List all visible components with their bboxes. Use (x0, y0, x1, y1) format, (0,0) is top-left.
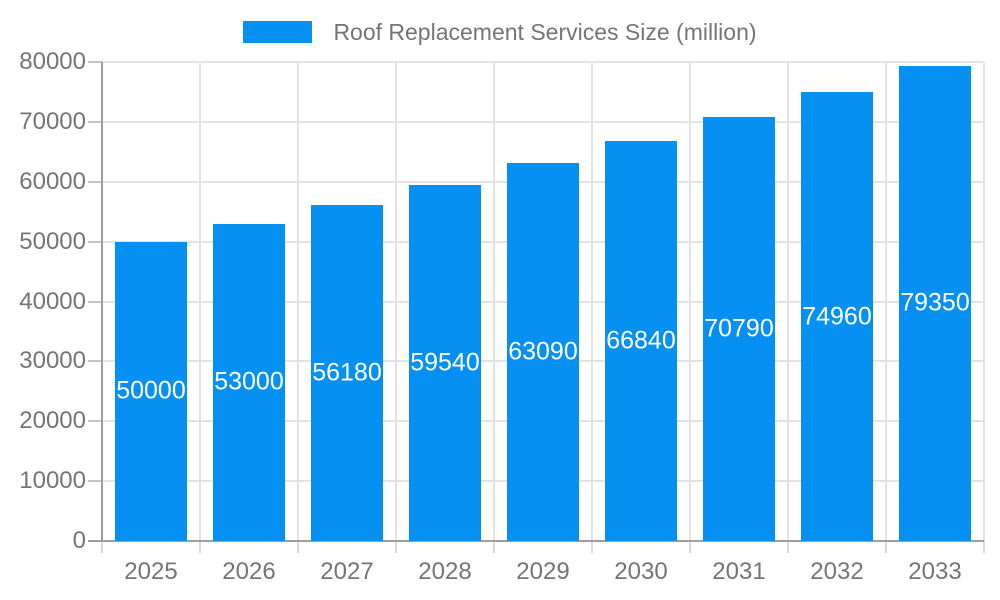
y-tick-label: 70000 (19, 107, 86, 135)
bar: 70790 (702, 117, 776, 541)
y-tick-label: 20000 (19, 407, 86, 435)
x-tick-label: 2032 (810, 558, 864, 585)
x-tick-label: 2030 (614, 558, 668, 585)
x-tick-label: 2027 (320, 558, 374, 585)
gridline-vertical (983, 62, 985, 541)
legend-label: Roof Replacement Services Size (million) (333, 18, 757, 45)
x-tick-label: 2028 (418, 558, 472, 585)
y-axis-tick (88, 120, 102, 123)
bar-value-label: 79350 (900, 288, 970, 317)
x-tick-label: 2031 (712, 558, 766, 585)
x-tick-label: 2025 (124, 558, 178, 585)
x-axis-tick (885, 541, 887, 553)
bar: 79350 (898, 65, 972, 541)
gridline-vertical (199, 62, 201, 541)
x-axis-tick (591, 541, 593, 553)
y-axis-tick (88, 61, 102, 63)
x-axis-tick (297, 541, 299, 553)
gridline-vertical (689, 62, 691, 541)
bar-value-label: 63090 (508, 337, 578, 366)
bar: 74960 (800, 92, 874, 541)
bar-value-label: 59540 (410, 348, 480, 377)
gridline-vertical (395, 62, 397, 541)
y-tick-label: 60000 (19, 167, 86, 195)
y-axis-tick (88, 420, 102, 423)
y-tick-label: 80000 (19, 48, 86, 75)
x-axis-tick (493, 541, 495, 553)
bar-value-label: 50000 (116, 376, 186, 405)
x-axis-tick (787, 541, 789, 553)
y-axis-tick (88, 180, 102, 183)
legend-swatch (243, 21, 313, 43)
x-axis-tick (199, 541, 201, 553)
x-axis-tick (983, 541, 985, 553)
gridline-horizontal (102, 61, 984, 63)
y-axis-tick (88, 240, 102, 243)
x-axis-tick (395, 541, 397, 553)
y-tick-label: 0 (72, 527, 86, 554)
gridline-vertical (591, 62, 593, 541)
chart-legend: Roof Replacement Services Size (million) (0, 18, 1000, 46)
x-axis-line (88, 540, 984, 542)
bar-value-label: 74960 (802, 302, 872, 331)
y-axis-line (101, 62, 103, 541)
x-tick-label: 2029 (516, 558, 570, 585)
bar: 50000 (114, 241, 188, 541)
x-tick-label: 2026 (222, 558, 276, 585)
bar-value-label: 70790 (704, 314, 774, 343)
gridline-horizontal (102, 120, 984, 123)
bar: 63090 (506, 163, 580, 541)
y-tick-label: 10000 (19, 467, 86, 495)
gridline-vertical (885, 62, 887, 541)
bar-value-label: 53000 (214, 367, 284, 396)
gridline-vertical (787, 62, 789, 541)
y-tick-label: 40000 (19, 287, 86, 315)
x-axis-tick (101, 541, 103, 553)
y-axis-tick (88, 480, 102, 483)
x-tick-label: 2033 (908, 558, 962, 585)
gridline-vertical (297, 62, 299, 541)
y-axis-tick (88, 300, 102, 303)
y-tick-label: 50000 (19, 227, 86, 255)
bar: 53000 (212, 223, 286, 541)
y-axis-tick (88, 360, 102, 363)
bar: 59540 (408, 184, 482, 541)
bar-value-label: 56180 (312, 358, 382, 387)
bar-value-label: 66840 (606, 326, 676, 355)
y-tick-label: 30000 (19, 347, 86, 375)
gridline-vertical (493, 62, 495, 541)
bar: 66840 (604, 140, 678, 541)
x-axis-tick (689, 541, 691, 553)
bar: 56180 (310, 204, 384, 541)
